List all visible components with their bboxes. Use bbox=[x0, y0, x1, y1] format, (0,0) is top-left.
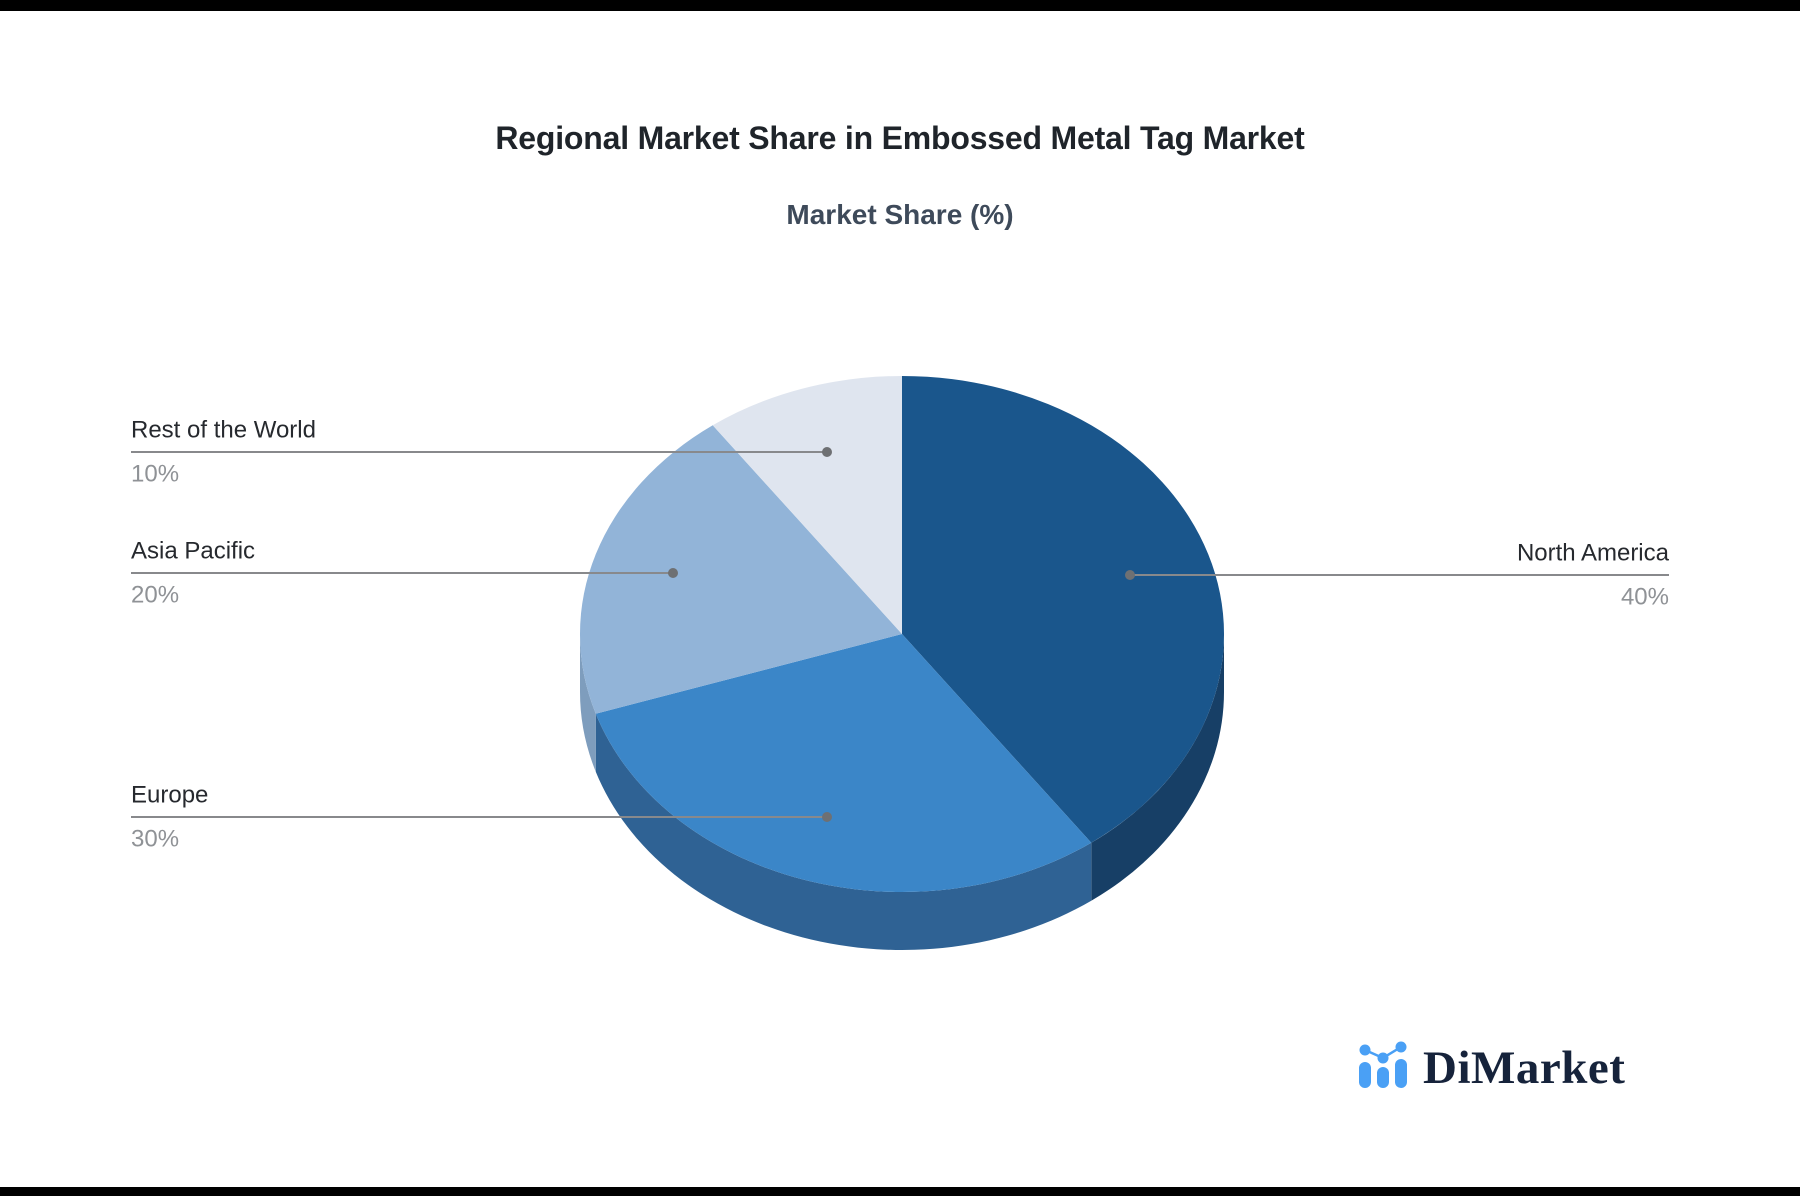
slice-label-asia-pacific: Asia Pacific bbox=[131, 538, 255, 565]
slice-value-asia-pacific: 20% bbox=[131, 582, 179, 609]
slice-value-europe: 30% bbox=[131, 826, 179, 853]
slice-value-rest-of-the-world: 10% bbox=[131, 461, 179, 488]
callout-dot-north-america bbox=[1125, 570, 1135, 580]
pie-slice-side-north-america bbox=[1091, 634, 1224, 901]
brand-name: DiMarket bbox=[1423, 1042, 1626, 1095]
pie-slice-side-europe bbox=[595, 713, 1092, 951]
callout-dot-asia-pacific bbox=[668, 568, 678, 578]
pie-slice-europe bbox=[595, 634, 1092, 893]
pie-slice-rest-of-the-world bbox=[712, 375, 902, 634]
pie-slice-north-america bbox=[902, 376, 1225, 843]
letterbox-top bbox=[0, 0, 1800, 11]
pie-slice-side-asia-pacific bbox=[580, 634, 596, 772]
brand-logo: DiMarket bbox=[1358, 1038, 1626, 1095]
slice-label-north-america: North America bbox=[1517, 540, 1670, 567]
chart-subtitle: Market Share (%) bbox=[786, 199, 1014, 230]
chart-title: Regional Market Share in Embossed Metal … bbox=[495, 120, 1305, 156]
letterbox-bottom bbox=[0, 1187, 1800, 1196]
slice-label-europe: Europe bbox=[131, 782, 208, 809]
callout-dot-rest-of-the-world bbox=[822, 447, 832, 457]
pie-slice-asia-pacific bbox=[579, 425, 902, 714]
slice-label-rest-of-the-world: Rest of the World bbox=[131, 417, 316, 444]
bar-chart-trend-icon bbox=[1359, 1041, 1407, 1088]
slice-value-north-america: 40% bbox=[1621, 584, 1669, 611]
callout-dot-europe bbox=[822, 812, 832, 822]
